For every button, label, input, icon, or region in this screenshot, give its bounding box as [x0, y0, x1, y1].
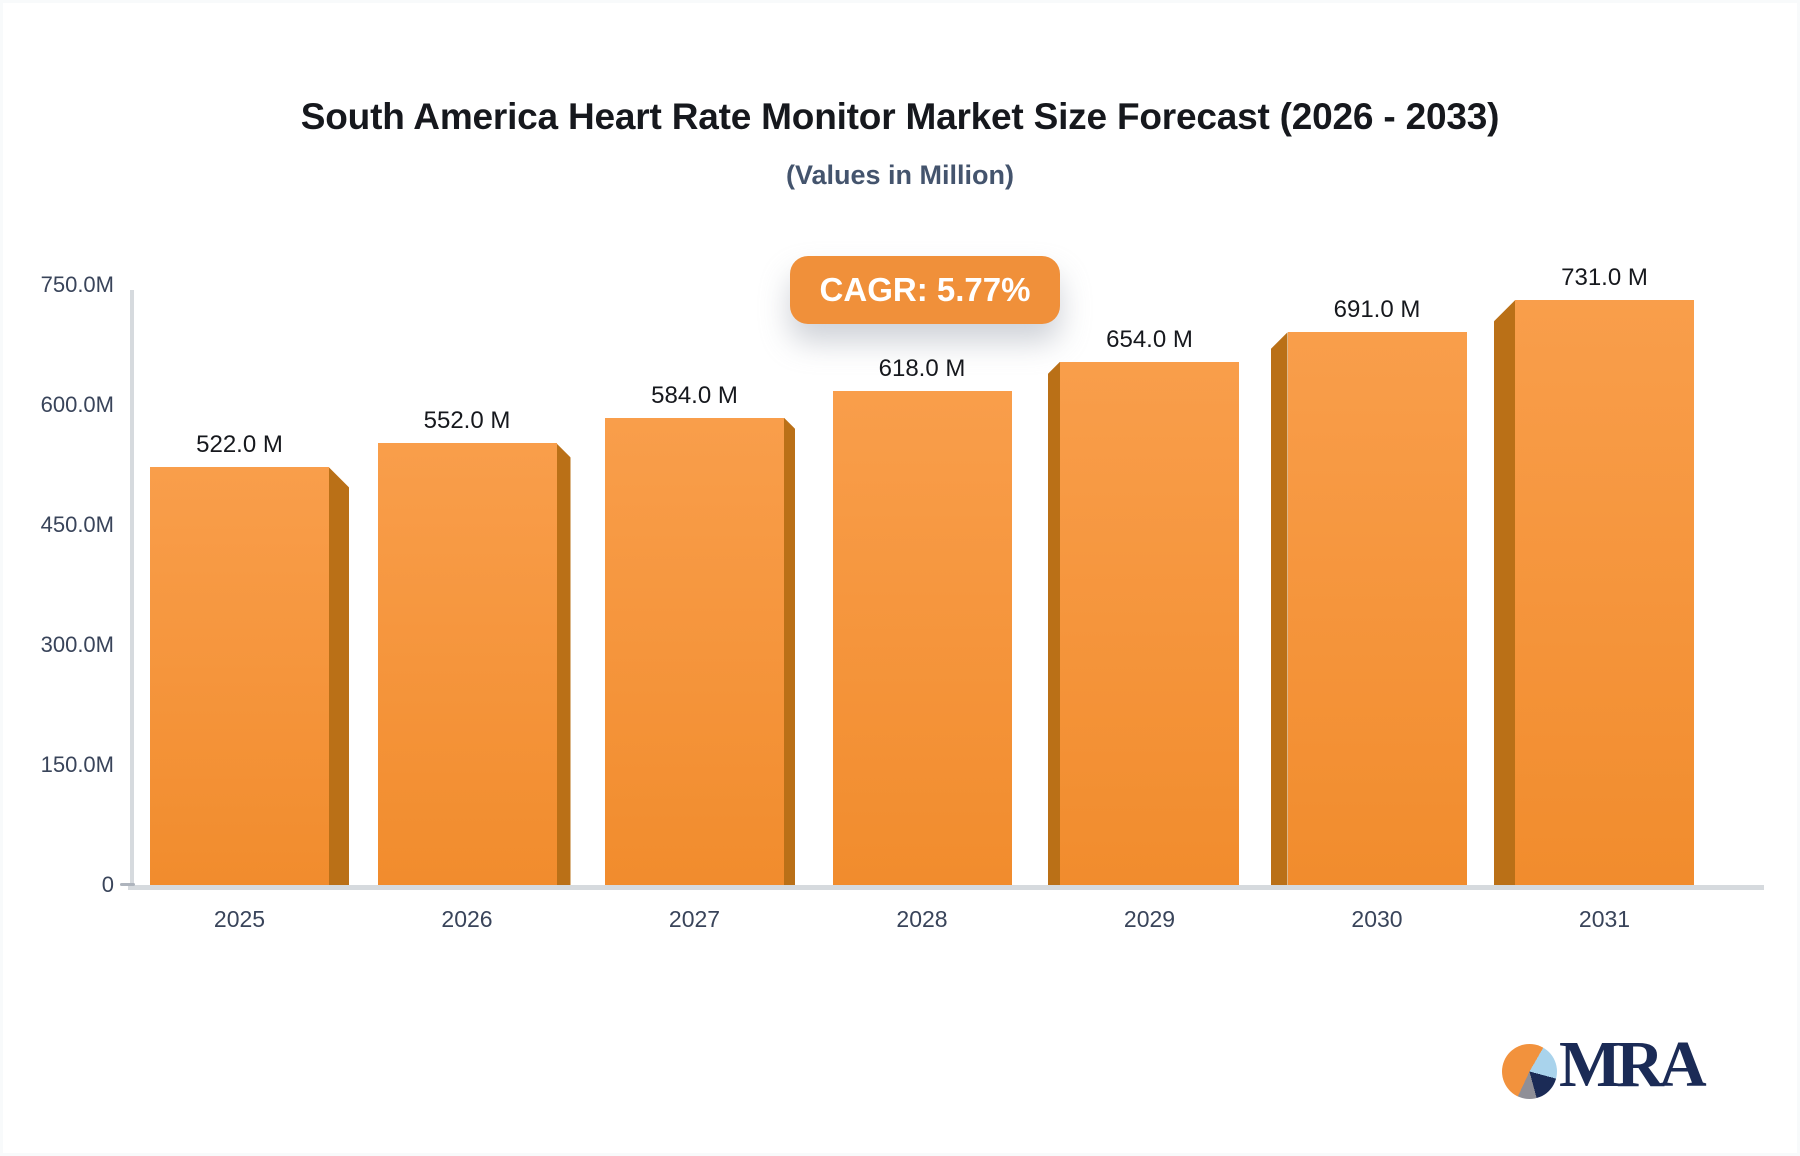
bar: [832, 390, 1012, 885]
chart-subtitle: (Values in Million): [785, 160, 1015, 190]
y-axis-tick-label: 300.0M: [40, 632, 114, 657]
cagr-badge: CAGR: 5.77%: [790, 256, 1060, 324]
cagr-badge-label: CAGR: 5.77%: [819, 271, 1031, 308]
bar-3d-side: [1270, 332, 1288, 885]
x-axis-label: 2028: [896, 906, 948, 932]
bar-3d-side: [1048, 361, 1060, 885]
bar: [1515, 300, 1694, 885]
bar-value-label: 654.0 M: [1106, 325, 1193, 353]
x-axis-label: 2026: [441, 906, 493, 932]
x-axis-label: 2031: [1578, 906, 1631, 932]
pie-chart-logo-icon: [1502, 1043, 1557, 1099]
bar: [150, 467, 329, 885]
bar-3d-side: [784, 417, 795, 885]
y-axis-tick-label: 0: [101, 872, 114, 897]
bar-3d-side: [556, 443, 571, 885]
logo-text: MRA: [1559, 1028, 1707, 1101]
bar: [1060, 361, 1239, 885]
bar: [377, 443, 557, 885]
bar-value-label: 691.0 M: [1333, 296, 1421, 324]
bar-value-label: 552.0 M: [423, 407, 511, 435]
bar-3d-side: [329, 467, 349, 885]
bar: [605, 417, 784, 885]
bar-value-label: 731.0 M: [1561, 264, 1648, 292]
x-axis-baseline: [128, 885, 1764, 890]
bar-3d-side: [1494, 300, 1515, 885]
zero-tick-mark: [120, 883, 135, 886]
y-axis-tick-label: 600.0M: [40, 392, 114, 417]
x-axis-label: 2027: [668, 906, 721, 932]
x-axis-label: 2030: [1351, 906, 1403, 932]
y-axis-tick-label: 150.0M: [40, 752, 114, 777]
x-axis-label: 2029: [1123, 906, 1176, 932]
y-axis-tick-label: 450.0M: [40, 512, 114, 537]
bar-value-label: 522.0 M: [196, 431, 283, 459]
bar-value-label: 584.0 M: [651, 381, 738, 409]
bar: [1287, 332, 1467, 885]
y-axis-line: [130, 290, 134, 887]
bar-value-label: 618.0 M: [878, 354, 966, 382]
chart-title: South America Heart Rate Monitor Market …: [300, 96, 1500, 137]
y-axis-tick-label: 750.0M: [40, 272, 114, 297]
x-axis-label: 2025: [213, 906, 266, 932]
mra-logo: MRA: [1502, 1028, 1707, 1102]
